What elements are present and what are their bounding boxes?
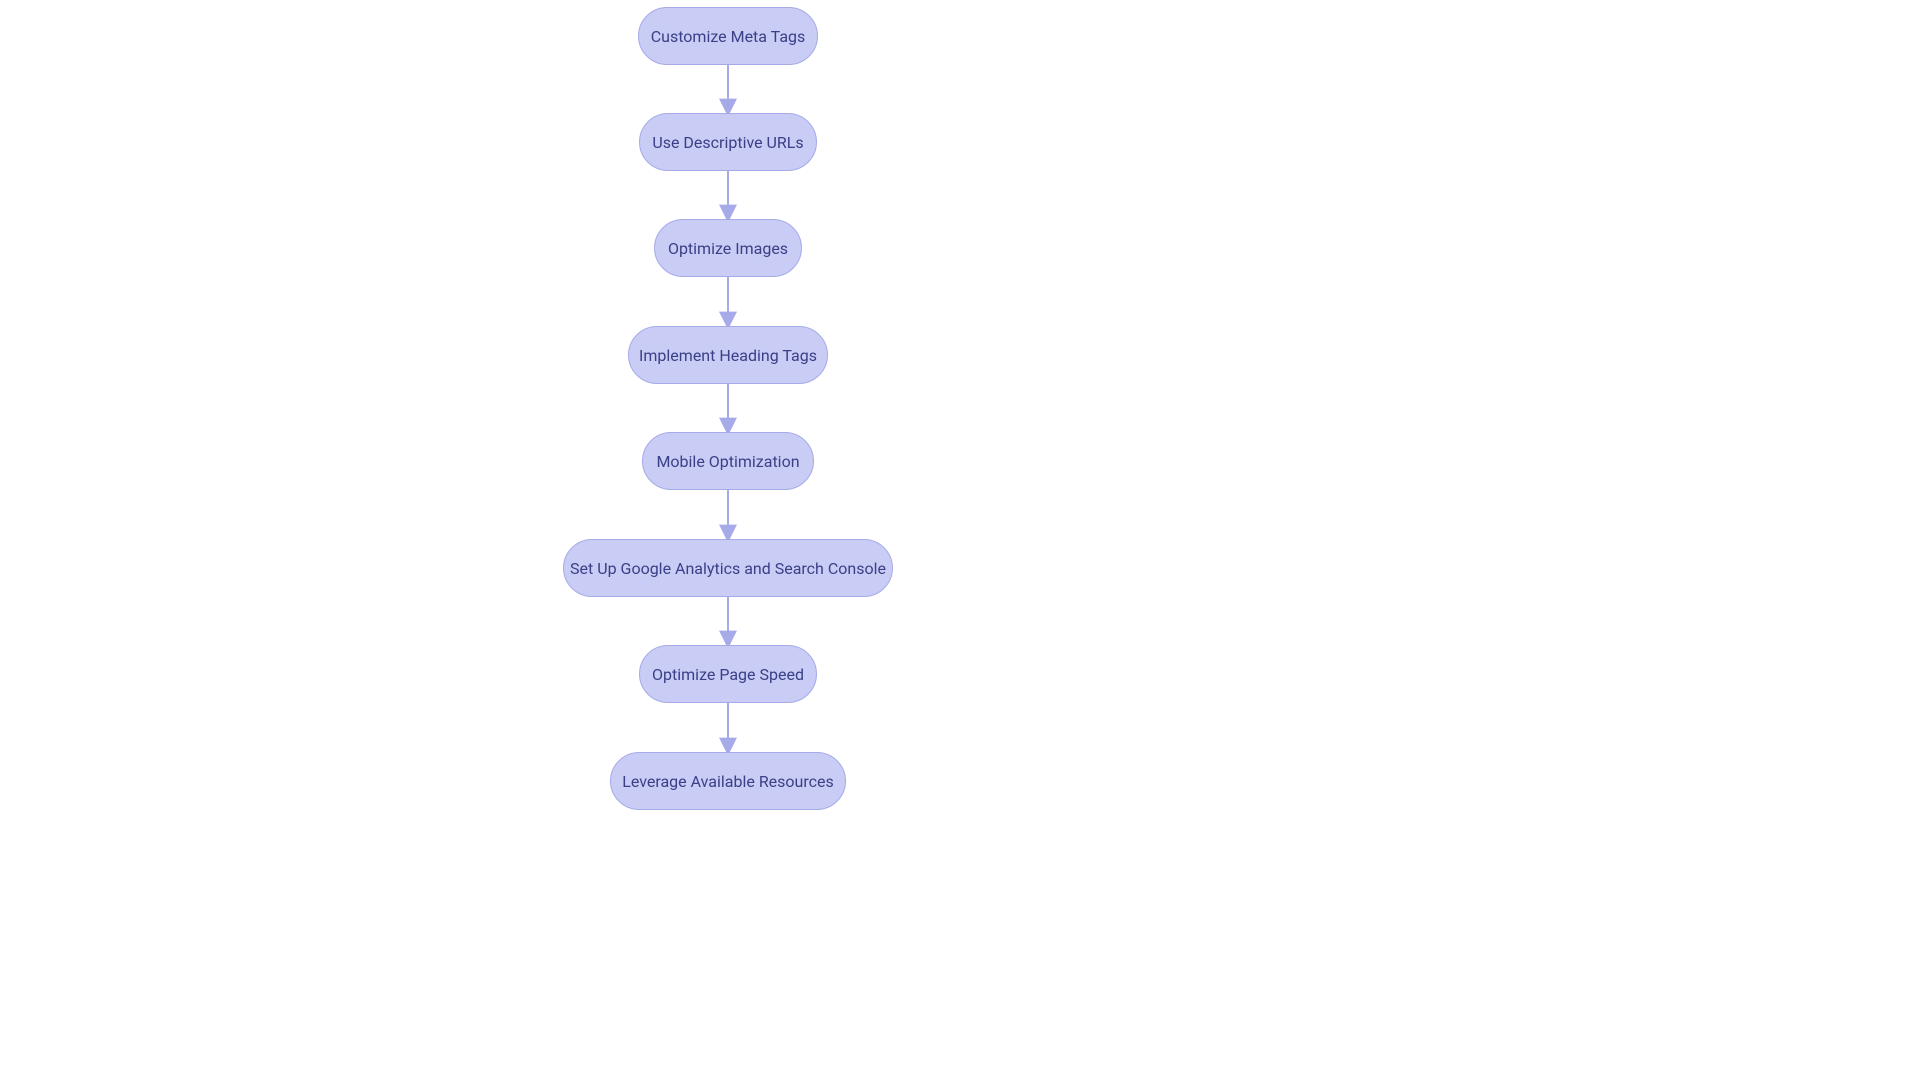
flowchart-node-label: Set Up Google Analytics and Search Conso…	[570, 559, 886, 578]
flowchart-node-label: Use Descriptive URLs	[652, 133, 803, 152]
flowchart-node: Leverage Available Resources	[610, 752, 846, 810]
flowchart-node: Use Descriptive URLs	[639, 113, 817, 171]
flowchart-node: Optimize Page Speed	[639, 645, 817, 703]
flowchart-node: Optimize Images	[654, 219, 802, 277]
flowchart-canvas: Customize Meta Tags Use Descriptive URLs O…	[0, 0, 1920, 1083]
flowchart-edges	[0, 0, 1920, 1083]
flowchart-node-label: Customize Meta Tags	[651, 27, 806, 46]
flowchart-node: Set Up Google Analytics and Search Conso…	[563, 539, 893, 597]
flowchart-node: Customize Meta Tags	[638, 7, 818, 65]
flowchart-node-label: Optimize Page Speed	[652, 665, 804, 684]
flowchart-node: Implement Heading Tags	[628, 326, 828, 384]
flowchart-node: Mobile Optimization	[642, 432, 814, 490]
flowchart-node-label: Implement Heading Tags	[639, 346, 817, 365]
flowchart-node-label: Optimize Images	[668, 239, 788, 258]
flowchart-node-label: Mobile Optimization	[656, 452, 799, 471]
flowchart-node-label: Leverage Available Resources	[622, 772, 834, 791]
